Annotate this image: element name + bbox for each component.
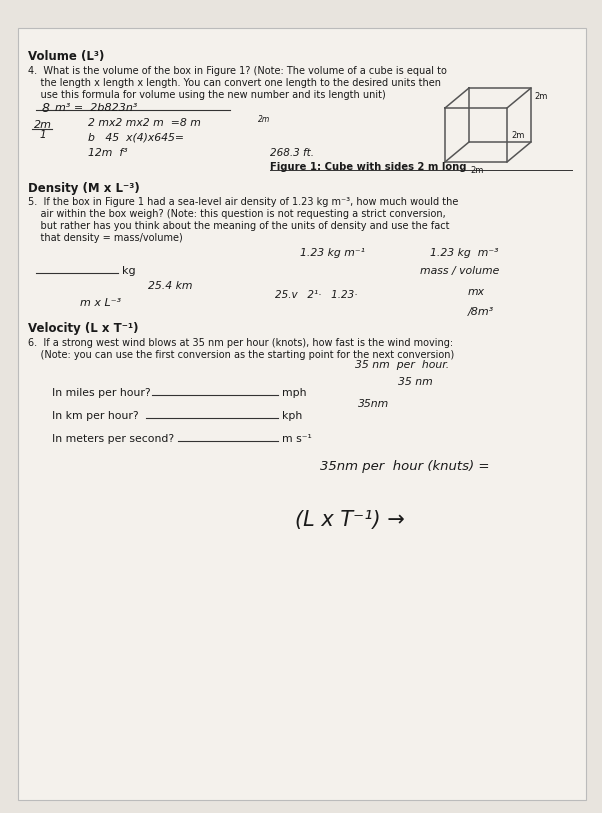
Text: 25.v   2¹·   1.23·: 25.v 2¹· 1.23·: [275, 290, 358, 300]
Text: m s⁻¹: m s⁻¹: [282, 434, 312, 444]
Text: 2 mx2 mx2 m  =8 m: 2 mx2 mx2 m =8 m: [88, 118, 201, 128]
Text: 25.4 km: 25.4 km: [148, 281, 193, 291]
Text: 12m  f³: 12m f³: [88, 148, 128, 158]
Text: kph: kph: [282, 411, 302, 421]
Text: /8m³: /8m³: [468, 307, 494, 317]
Text: that density = mass/volume): that density = mass/volume): [28, 233, 183, 243]
Text: Volume (L³): Volume (L³): [28, 50, 104, 63]
Text: 1.23 kg m⁻¹: 1.23 kg m⁻¹: [300, 248, 365, 258]
Text: 5.  If the box in Figure 1 had a sea-level air density of 1.23 kg m⁻³, how much : 5. If the box in Figure 1 had a sea-leve…: [28, 197, 458, 207]
Text: 35 nm: 35 nm: [398, 377, 433, 387]
Text: kg: kg: [122, 266, 135, 276]
Text: air within the box weigh? (Note: this question is not requesting a strict conver: air within the box weigh? (Note: this qu…: [28, 209, 445, 219]
Text: the length x length x length. You can convert one length to the desired units th: the length x length x length. You can co…: [28, 78, 441, 88]
Text: 2m: 2m: [470, 166, 483, 175]
Text: b   45  x(4)x645=: b 45 x(4)x645=: [88, 133, 184, 143]
Text: (Note: you can use the first conversion as the starting point for the next conve: (Note: you can use the first conversion …: [28, 350, 455, 360]
Text: 6.  If a strong west wind blows at 35 nm per hour (knots), how fast is the wind : 6. If a strong west wind blows at 35 nm …: [28, 338, 453, 348]
Text: 2m: 2m: [34, 120, 52, 130]
Text: m x L⁻³: m x L⁻³: [80, 298, 121, 308]
Text: In km per hour?: In km per hour?: [52, 411, 138, 421]
Text: In miles per hour?: In miles per hour?: [52, 388, 150, 398]
Text: 2m: 2m: [258, 115, 270, 124]
Text: but rather has you think about the meaning of the units of density and use the f: but rather has you think about the meani…: [28, 221, 450, 231]
Text: 2m: 2m: [511, 131, 524, 140]
Text: 35nm: 35nm: [358, 399, 389, 409]
Text: 35 nm  per  hour.: 35 nm per hour.: [355, 360, 449, 370]
Text: 2m: 2m: [534, 92, 547, 101]
Text: 1.23 kg  m⁻³: 1.23 kg m⁻³: [430, 248, 498, 258]
Text: mx: mx: [468, 287, 485, 297]
Text: use this formula for volume using the new number and its length unit): use this formula for volume using the ne…: [28, 90, 386, 100]
Text: 1: 1: [40, 130, 46, 140]
Text: In meters per second?: In meters per second?: [52, 434, 174, 444]
Text: Velocity (L x T⁻¹): Velocity (L x T⁻¹): [28, 322, 138, 335]
Text: Figure 1: Cube with sides 2 m long: Figure 1: Cube with sides 2 m long: [270, 162, 467, 172]
Text: 268.3 ft.: 268.3 ft.: [270, 148, 314, 158]
Text: (L x T⁻¹) →: (L x T⁻¹) →: [295, 510, 405, 530]
Text: mass / volume: mass / volume: [420, 266, 500, 276]
FancyBboxPatch shape: [18, 28, 586, 800]
Text: 8: 8: [42, 102, 50, 115]
Text: 35nm per  hour (knuts) =: 35nm per hour (knuts) =: [320, 460, 489, 473]
Text: Density (M x L⁻³): Density (M x L⁻³): [28, 182, 140, 195]
Text: m³ =  2b823n³: m³ = 2b823n³: [55, 103, 137, 113]
Text: mph: mph: [282, 388, 306, 398]
Text: 4.  What is the volume of the box in Figure 1? (Note: The volume of a cube is eq: 4. What is the volume of the box in Figu…: [28, 66, 447, 76]
